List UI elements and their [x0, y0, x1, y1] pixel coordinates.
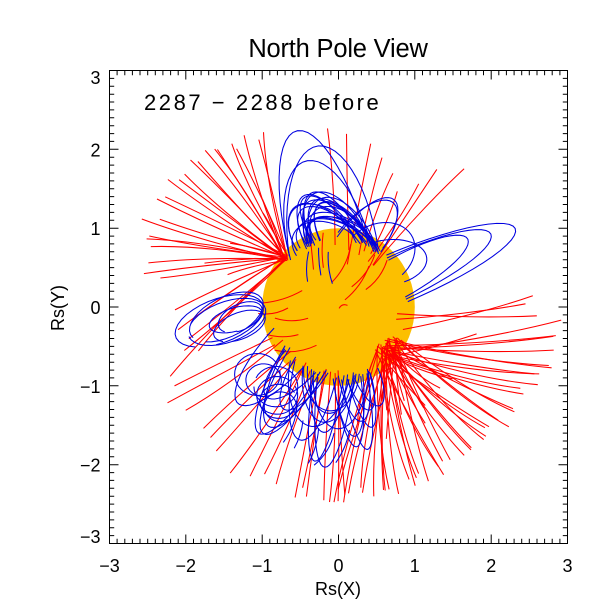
svg-text:2287 − 2288 before: 2287 − 2288 before [144, 90, 381, 115]
svg-text:Rs(Y): Rs(Y) [48, 285, 68, 331]
svg-text:−3: −3 [80, 527, 101, 547]
svg-text:−1: −1 [252, 556, 273, 576]
svg-text:2: 2 [486, 556, 496, 576]
svg-text:1: 1 [410, 556, 420, 576]
svg-text:0: 0 [90, 298, 100, 318]
svg-text:−3: −3 [99, 556, 120, 576]
svg-text:−1: −1 [80, 377, 101, 397]
svg-text:Rs(X): Rs(X) [315, 579, 361, 599]
svg-text:North Pole View: North Pole View [248, 35, 428, 63]
svg-text:0: 0 [333, 556, 343, 576]
svg-text:3: 3 [562, 556, 572, 576]
svg-text:2: 2 [90, 140, 100, 160]
svg-text:−2: −2 [176, 556, 197, 576]
svg-text:1: 1 [90, 219, 100, 239]
svg-text:3: 3 [90, 68, 100, 88]
svg-text:−2: −2 [80, 456, 101, 476]
